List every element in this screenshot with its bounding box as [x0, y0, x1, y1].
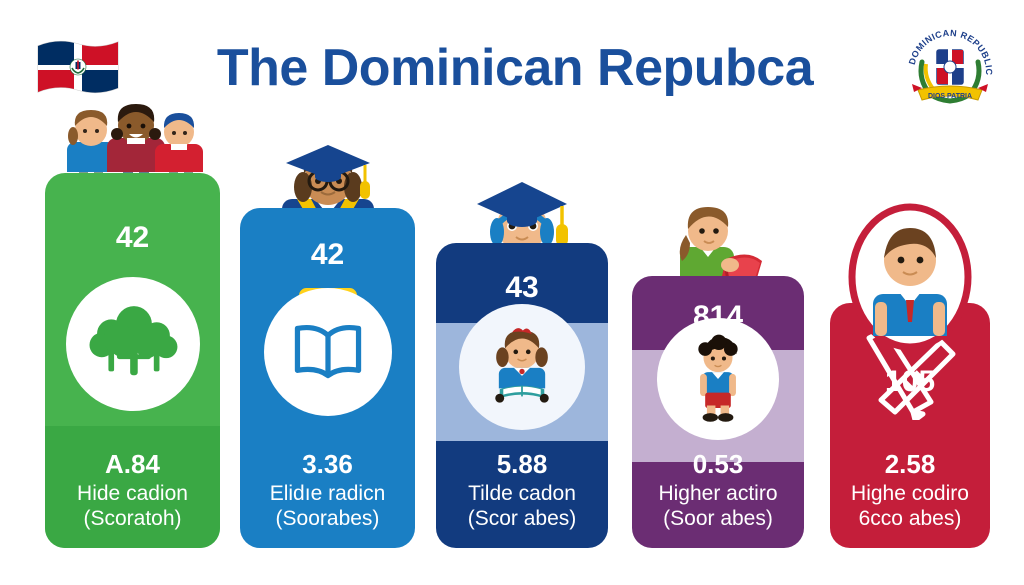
- bar-3-value: 5.88: [496, 449, 548, 480]
- bar-5-badge[interactable]: [845, 202, 975, 352]
- bar-4-value: 0.53: [692, 449, 744, 480]
- bar-5-label-line1: Highe codiro: [851, 481, 969, 505]
- bar-chart: 42 815 A.84 Hide cadion (Scoratoh): [0, 104, 1024, 568]
- bar-column-2: 42 415 3.36 Elidıe radicn (Soorabes): [240, 143, 415, 548]
- open-book-icon: [294, 324, 361, 379]
- forest-trees-icon: [89, 306, 177, 376]
- bar-2-label-line2: (Soorabes): [275, 507, 380, 531]
- bar-2-labels: 3.36 Elidıe radicn (Soorabes): [240, 449, 415, 532]
- bar-1-top-number: 42: [115, 221, 150, 254]
- bar-5-label-line2: 6cco abes): [858, 507, 962, 531]
- bar-column-4: 814 0.53 Higher actiro (Soor abes): [632, 207, 804, 548]
- bar-4-labels: 0.53 Higher actiro (Soor abes): [632, 449, 804, 532]
- bar-3-label-line1: Tilde cadon: [468, 481, 576, 505]
- bar-1-label-line1: Hide cadion: [77, 481, 188, 505]
- bar-1-lower-band: [45, 426, 220, 548]
- bar-2-top-number: 42: [310, 238, 345, 271]
- bar-1-value: A.84: [105, 449, 160, 480]
- bar-column-5: 105 2.58 Highe codiro 6cco abes): [830, 203, 990, 548]
- bar-3-label-line2: (Scor abes): [467, 507, 577, 531]
- bar-3-badge[interactable]: [459, 304, 585, 430]
- bar-column-3: 43 5.88 Tilde cadon (Scor abes): [436, 178, 608, 548]
- bar-5-value: 2.58: [884, 449, 936, 480]
- bar-2-badge[interactable]: [263, 288, 392, 416]
- bar-column-1: 42 815 A.84 Hide cadion (Scoratoh): [45, 104, 220, 548]
- bar-2-value: 3.36: [302, 449, 353, 480]
- bar-1-label-line2: (Scoratoh): [83, 507, 182, 531]
- girl-reading-book-icon: [495, 328, 549, 403]
- bar-1-badge[interactable]: [65, 277, 200, 411]
- bar-4-label-line1: Higher actiro: [658, 481, 778, 505]
- bar-1-labels: A.84 Hide cadion (Scoratoh): [45, 449, 220, 532]
- bar-5-labels: 2.58 Highe codiro 6cco abes): [830, 449, 990, 532]
- bar-4-label-line2: (Soor abes): [663, 507, 773, 531]
- header: The Dominican Repubca DOMINICAN REPUBLIC…: [0, 14, 1024, 108]
- svg-text:DIOS PATRIA: DIOS PATRIA: [928, 93, 972, 100]
- schoolboy-portrait-icon: [873, 228, 947, 336]
- coat-of-arms-emblem-icon: DOMINICAN REPUBLIC DIOS PATRIA: [904, 28, 996, 110]
- dominican-republic-flag-icon: [34, 36, 122, 98]
- page-title: The Dominican Repubca: [216, 39, 814, 97]
- bar-3-top-number: 43: [505, 271, 539, 304]
- standing-boy-icon: [698, 334, 738, 422]
- bar-4-badge[interactable]: [657, 318, 779, 440]
- bar-3-labels: 5.88 Tilde cadon (Scor abes): [436, 449, 608, 532]
- bar-2-label-line1: Elidıe radicn: [269, 481, 386, 505]
